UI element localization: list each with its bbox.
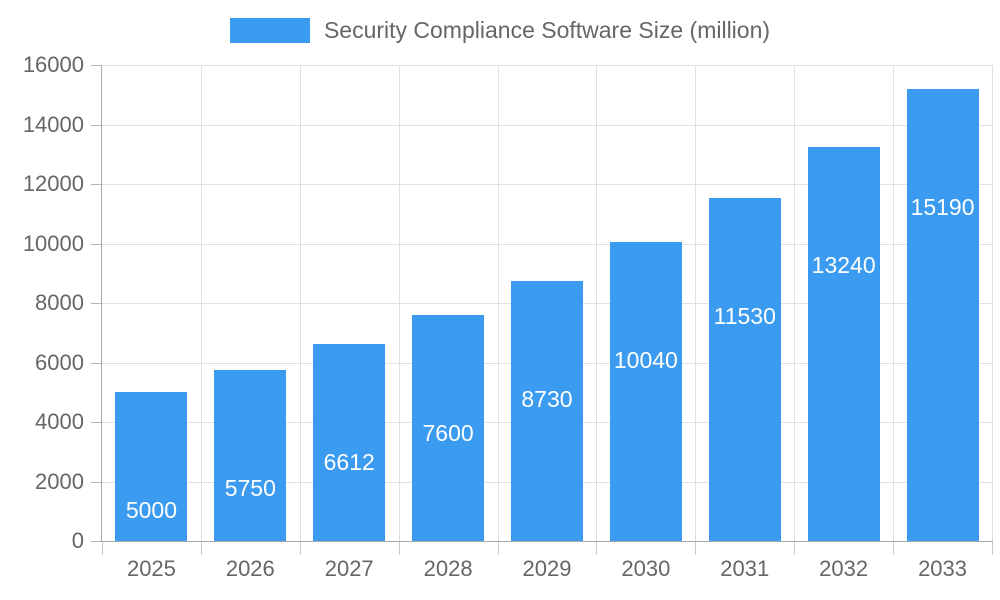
bar[interactable] — [807, 147, 880, 541]
bar-value-label: 7600 — [422, 419, 474, 446]
bar[interactable] — [906, 89, 979, 541]
vertical-gridline — [299, 65, 301, 541]
x-tick-mark — [200, 542, 202, 555]
x-tick-label: 2033 — [918, 556, 968, 581]
y-tick-label: 4000 — [35, 409, 84, 434]
y-tick-label: 2000 — [35, 468, 84, 494]
x-tick-label: 2027 — [324, 556, 374, 581]
bar-value-label: 15190 — [910, 194, 975, 221]
bar-value-label: 11530 — [713, 302, 776, 329]
vertical-gridline — [398, 65, 400, 541]
vertical-gridline — [992, 65, 993, 541]
bar[interactable] — [412, 314, 485, 541]
y-tick-mark — [91, 124, 101, 126]
x-tick-mark — [992, 542, 993, 555]
vertical-gridline — [794, 65, 796, 541]
x-axis-line — [101, 541, 993, 542]
x-tick-mark — [398, 542, 400, 555]
y-tick-mark — [91, 303, 101, 304]
bar[interactable] — [313, 344, 386, 541]
vertical-gridline — [893, 65, 895, 541]
y-tick-mark — [91, 65, 101, 66]
x-tick-mark — [794, 542, 796, 555]
bar[interactable] — [115, 392, 188, 541]
x-tick-mark — [497, 542, 499, 555]
bar[interactable] — [609, 242, 682, 541]
horizontal-gridline — [102, 184, 992, 185]
bar-value-label: 5750 — [224, 474, 276, 501]
bar-value-label: 10040 — [613, 347, 678, 374]
y-tick-mark — [91, 541, 101, 542]
y-tick-label: 0 — [71, 528, 84, 553]
horizontal-gridline — [102, 65, 992, 66]
legend-swatch-icon — [229, 17, 310, 43]
y-tick-label: 10000 — [22, 230, 84, 256]
bar[interactable] — [708, 197, 781, 541]
horizontal-gridline — [102, 243, 992, 245]
x-tick-mark — [596, 542, 598, 555]
vertical-gridline — [596, 65, 598, 541]
bar-value-label: 13240 — [811, 252, 876, 279]
x-tick-mark — [893, 542, 895, 555]
x-tick-label: 2030 — [621, 556, 671, 581]
x-tick-label: 2025 — [126, 556, 176, 581]
vertical-gridline — [695, 65, 697, 541]
legend-item-label: Security Compliance Software Size (milli… — [323, 16, 771, 43]
y-tick-label: 6000 — [35, 349, 84, 375]
y-axis-line — [101, 65, 102, 542]
chart-legend: Security Compliance Software Size (milli… — [0, 10, 1000, 50]
plot-area: 5000 5750 6612 7600 8730 10040 11530 13240 15190 — [101, 65, 993, 542]
x-tick-label: 2031 — [720, 556, 770, 581]
x-tick-label: 2026 — [225, 556, 275, 581]
y-tick-mark — [91, 422, 101, 423]
y-tick-label: 12000 — [22, 171, 84, 196]
bar[interactable] — [511, 281, 583, 541]
x-tick-mark — [695, 542, 697, 555]
vertical-gridline — [497, 65, 499, 541]
x-tick-mark — [299, 542, 301, 555]
horizontal-gridline — [102, 124, 992, 126]
y-tick-label: 16000 — [22, 52, 84, 77]
bar-value-label: 6612 — [323, 449, 375, 476]
y-tick-mark — [91, 184, 101, 185]
y-tick-mark — [91, 243, 101, 245]
y-tick-label: 8000 — [35, 290, 84, 315]
x-tick-label: 2029 — [522, 556, 572, 581]
x-tick-label: 2028 — [423, 556, 473, 581]
x-tick-mark — [102, 542, 103, 555]
bar-value-label: 5000 — [125, 497, 178, 524]
vertical-gridline — [200, 65, 202, 541]
y-tick-label: 14000 — [22, 111, 84, 137]
bar-value-label: 8730 — [521, 386, 573, 413]
y-tick-mark — [91, 481, 101, 483]
y-tick-mark — [91, 362, 101, 364]
x-tick-label: 2032 — [819, 556, 869, 581]
bar[interactable] — [214, 369, 287, 541]
